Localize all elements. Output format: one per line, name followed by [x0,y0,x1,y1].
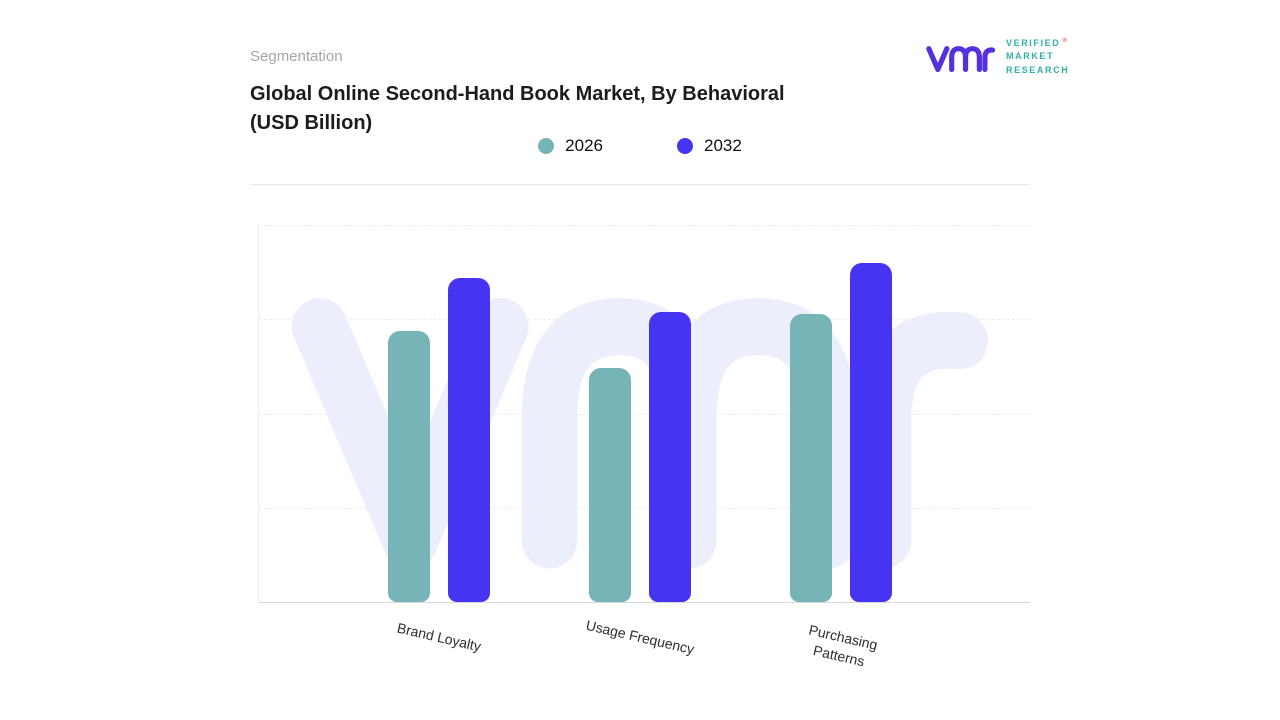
header-divider [250,184,1030,185]
legend-swatch-2026 [538,138,555,154]
logo-wordmark: VERIFIED ® MARKET RESEARCH [1006,37,1069,76]
gridline [259,413,1030,415]
gridline [259,507,1030,509]
bar-2026-brand-loyalty [388,331,430,602]
gridline [259,319,1030,321]
vmr-monogram-icon [926,46,996,73]
chart-title: Global Online Second-Hand Book Market, B… [250,80,910,139]
category-label-purchasing-patterns: Purchasing Patterns [807,621,880,670]
bar-2032-purchasing-patterns [850,263,892,602]
logo-word-3: RESEARCH [1006,64,1070,75]
legend-label-2032: 2032 [704,136,742,155]
chart-title-line2: (USD Billion) [250,112,373,135]
logo-word-1: VERIFIED ® [1006,38,1067,49]
legend-swatch-2032 [677,138,693,154]
registered-mark: ® [1062,38,1067,45]
legend-item-2032: 2032 [677,136,742,156]
category-label-brand-loyalty: Brand Loyalty [395,619,483,655]
category-label-usage-frequency: Usage Frequency [584,616,696,658]
chart-legend: 2026 2032 [0,136,1280,156]
eyebrow-label: Segmentation [250,48,343,65]
vmr-logo: VERIFIED ® MARKET RESEARCH [924,34,1069,80]
chart-title-line1: Global Online Second-Hand Book Market, B… [250,83,785,105]
bar-2026-purchasing-patterns [790,314,832,602]
legend-label-2026: 2026 [565,136,603,155]
gridline [259,225,1030,226]
bar-2026-usage-frequency [589,368,631,602]
plot-area: Brand Loyalty Usage Frequency Purchasing P… [258,225,1030,669]
bar-2032-brand-loyalty [448,278,490,602]
logo-word-2: MARKET [1006,51,1055,62]
legend-item-2026: 2026 [538,136,603,156]
bar-2032-usage-frequency [649,312,691,602]
